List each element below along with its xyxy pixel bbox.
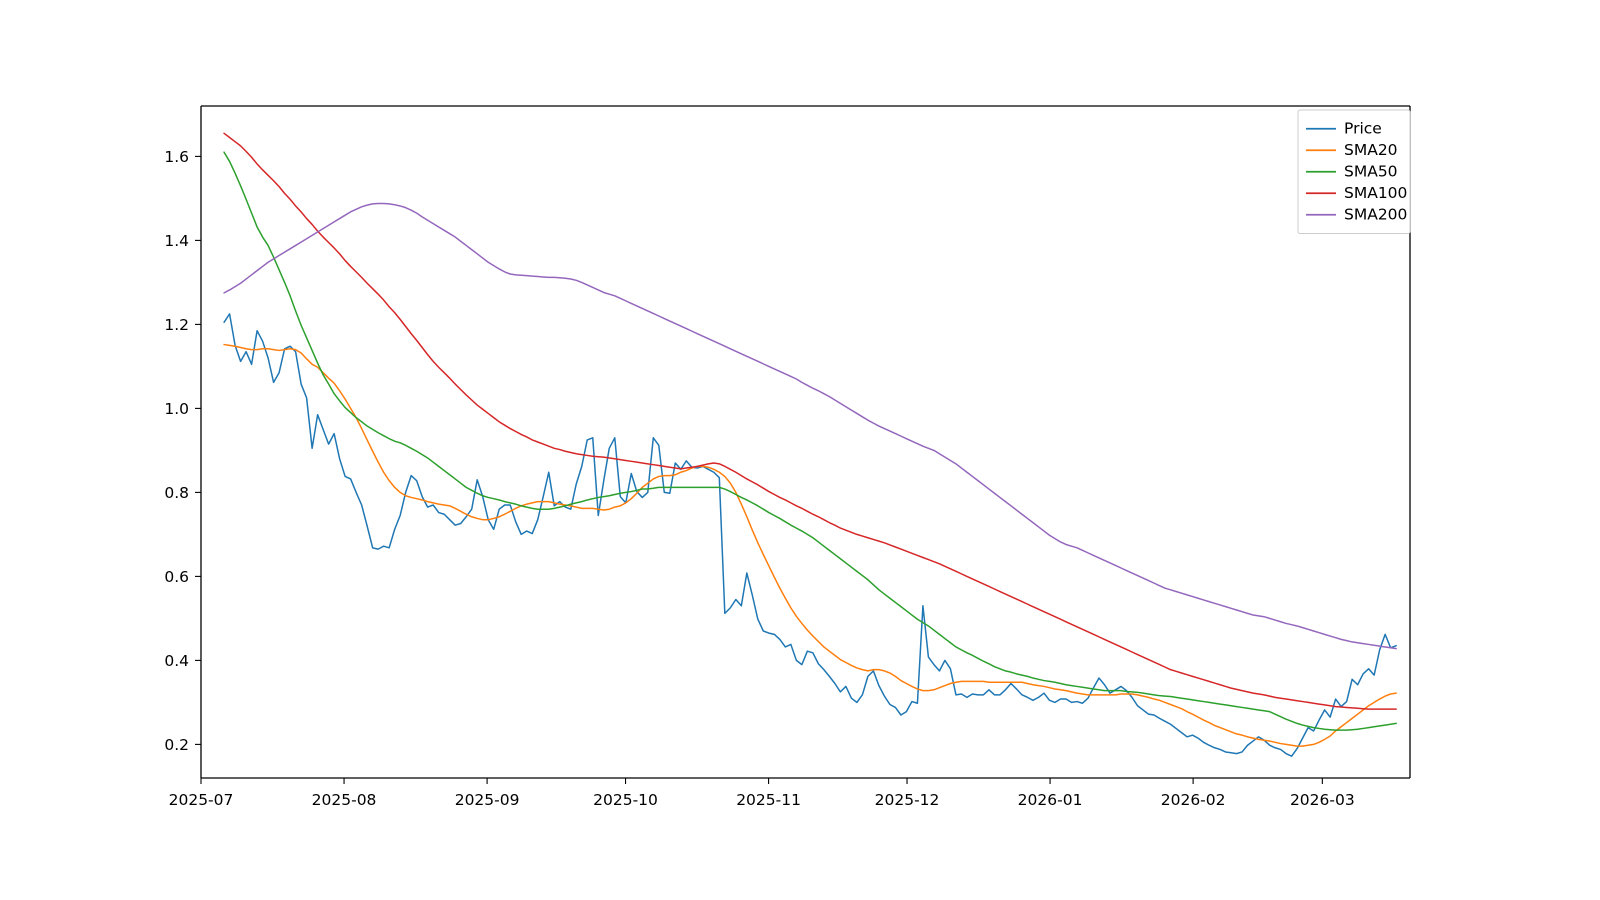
legend-box <box>1297 109 1411 234</box>
x-tick-label: 2025-10 <box>593 791 658 809</box>
x-tick-label: 2026-01 <box>1018 791 1083 809</box>
legend-label-sma100: SMA100 <box>1344 184 1407 202</box>
y-tick-label: 1.0 <box>164 400 189 418</box>
series-line-sma100 <box>223 132 1397 710</box>
series-line-price <box>223 313 1397 757</box>
legend-label-price: Price <box>1344 119 1382 137</box>
y-axis-ticks: 0.2 0.4 0.6 0.8 1.0 1.2 1.4 1.6 <box>164 148 201 754</box>
y-tick-label: 0.8 <box>164 484 189 502</box>
series-line-sma200 <box>223 202 1397 650</box>
y-tick-label: 1.4 <box>164 232 189 250</box>
y-tick-label: 1.6 <box>164 148 189 166</box>
x-axis-ticks: 2025-07 2025-08 2025-09 2025-10 2025-11 2025-… <box>169 778 1355 809</box>
series-line-sma50 <box>223 151 1397 731</box>
y-tick-label: 0.6 <box>164 568 189 586</box>
y-tick-label: 0.4 <box>164 652 189 670</box>
x-tick-label: 2026-03 <box>1290 791 1355 809</box>
x-tick-label: 2025-09 <box>455 791 520 809</box>
x-tick-label: 2026-02 <box>1161 791 1226 809</box>
data-series-group <box>223 132 1397 757</box>
y-tick-label: 1.2 <box>164 316 189 334</box>
x-tick-label: 2025-07 <box>169 791 234 809</box>
plot-background <box>201 106 1410 778</box>
x-tick-label: 2025-12 <box>875 791 940 809</box>
x-tick-label: 2025-08 <box>312 791 377 809</box>
legend-label-sma50: SMA50 <box>1344 162 1398 180</box>
legend-label-sma200: SMA200 <box>1344 205 1407 223</box>
chart-legend[interactable]: Price SMA20 SMA50 SMA100 SMA200 <box>1297 109 1411 234</box>
series-line-sma20 <box>223 343 1397 747</box>
x-tick-label: 2025-11 <box>736 791 801 809</box>
y-tick-label: 0.2 <box>164 736 189 754</box>
legend-label-sma20: SMA20 <box>1344 141 1398 159</box>
